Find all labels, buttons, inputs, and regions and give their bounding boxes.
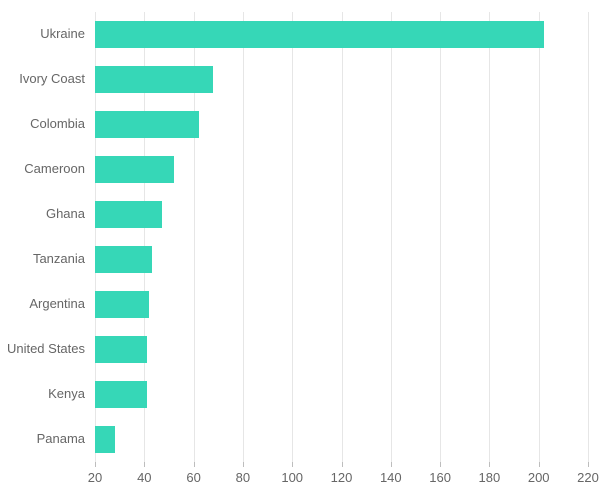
y-axis-label: Ghana <box>46 206 85 221</box>
x-axis-label: 60 <box>186 470 200 485</box>
x-axis-label: 200 <box>528 470 550 485</box>
gridline <box>243 12 244 462</box>
gridline <box>440 12 441 462</box>
x-tick <box>539 462 540 467</box>
bar <box>95 336 147 364</box>
y-axis-label: Cameroon <box>24 161 85 176</box>
bar <box>95 291 149 319</box>
y-axis-label: Ukraine <box>40 26 85 41</box>
x-axis-label: 100 <box>281 470 303 485</box>
y-axis-label: Panama <box>37 431 85 446</box>
y-axis-label: Kenya <box>48 386 85 401</box>
bar <box>95 66 213 94</box>
gridline <box>489 12 490 462</box>
x-axis-label: 140 <box>380 470 402 485</box>
gridline <box>292 12 293 462</box>
y-axis-label: Argentina <box>29 296 85 311</box>
x-axis-label: 40 <box>137 470 151 485</box>
x-tick <box>440 462 441 467</box>
y-axis-label: Tanzania <box>33 251 85 266</box>
x-tick <box>194 462 195 467</box>
x-tick <box>95 462 96 467</box>
x-axis-label: 220 <box>577 470 599 485</box>
gridline <box>391 12 392 462</box>
plot-area <box>95 12 588 462</box>
x-axis-label: 180 <box>479 470 501 485</box>
bar <box>95 21 544 49</box>
gridline <box>342 12 343 462</box>
bar <box>95 111 199 139</box>
x-tick <box>391 462 392 467</box>
bar <box>95 426 115 454</box>
y-axis-label: Ivory Coast <box>19 71 85 86</box>
x-axis-label: 160 <box>429 470 451 485</box>
x-tick <box>144 462 145 467</box>
x-tick <box>342 462 343 467</box>
x-axis-label: 20 <box>88 470 102 485</box>
bar <box>95 156 174 184</box>
bar <box>95 246 152 274</box>
y-axis-label: United States <box>7 341 85 356</box>
y-axis-label: Colombia <box>30 116 85 131</box>
x-axis-label: 80 <box>236 470 250 485</box>
bar <box>95 381 147 409</box>
x-tick <box>292 462 293 467</box>
x-tick <box>588 462 589 467</box>
x-axis-label: 120 <box>331 470 353 485</box>
x-tick <box>489 462 490 467</box>
bar-chart: 20 40 60 80 100 120 140 160 180 200 220 Ukraine Ivor… <box>0 0 600 500</box>
gridline <box>588 12 589 462</box>
bar <box>95 201 162 229</box>
gridline <box>539 12 540 462</box>
x-tick <box>243 462 244 467</box>
